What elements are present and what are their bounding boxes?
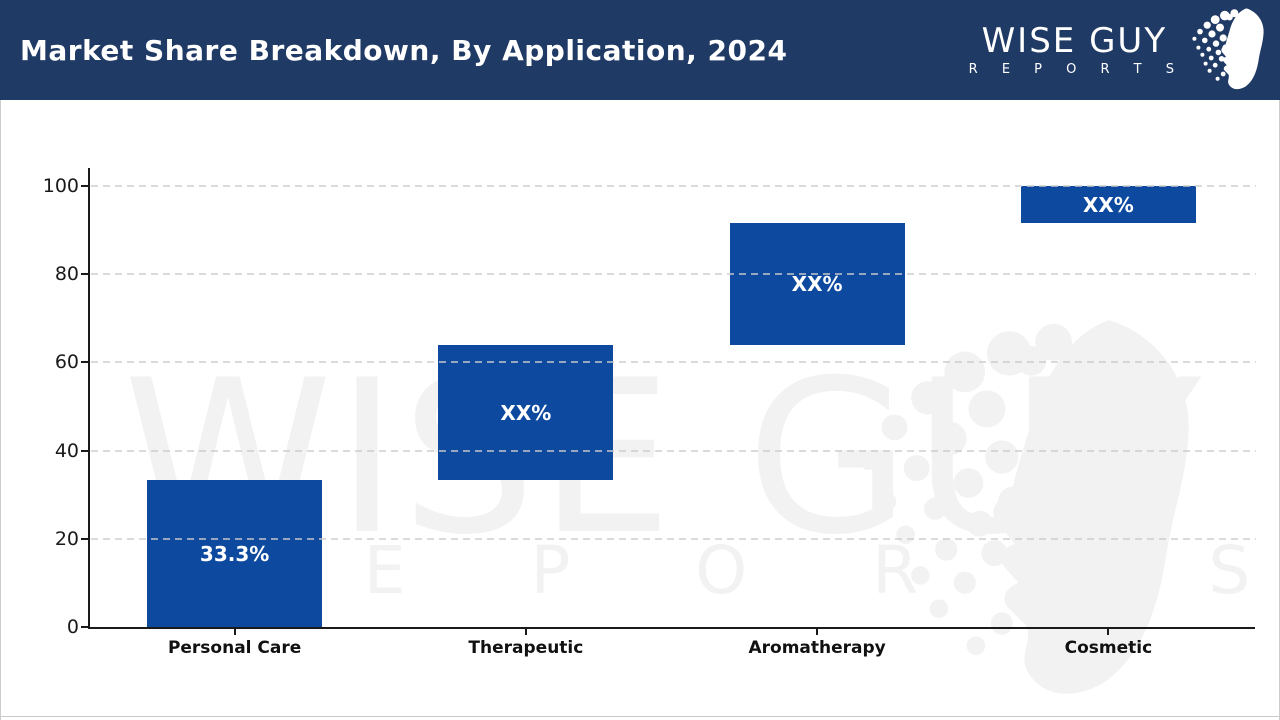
y-axis-tick (81, 185, 89, 187)
bar-value-label: XX% (791, 272, 843, 297)
y-axis-tick (81, 361, 89, 364)
gridline (91, 185, 1256, 187)
y-axis-spine (88, 168, 90, 629)
gridline (91, 273, 1256, 276)
x-axis-tick (1107, 628, 1110, 635)
bar: XX% (438, 345, 614, 481)
bar-value-label: XX% (500, 400, 552, 425)
bar: 33.3% (147, 480, 323, 627)
bar-value-label: XX% (1082, 192, 1134, 217)
x-tick-label: Personal Care (167, 638, 302, 658)
bar: XX% (1020, 186, 1196, 224)
x-axis-tick (524, 628, 527, 635)
x-axis-spine (88, 627, 1255, 629)
chart-area: WISE GUY R E P O R T S 0 20 40 60 80 100 33.3%… (0, 100, 1280, 720)
x-tick-label: Aromatherapy (748, 638, 886, 658)
x-tick-label: Therapeutic (468, 638, 584, 658)
y-tick-label: 100 (42, 175, 79, 197)
y-axis-tick (81, 626, 89, 628)
y-tick-label: 0 (66, 616, 79, 638)
y-axis-tick (81, 537, 89, 540)
gridline (91, 449, 1256, 452)
x-tick-label: Cosmetic (1064, 638, 1153, 658)
bar-value-label: 33.3% (199, 541, 270, 566)
wiseguy-face-icon (1188, 6, 1268, 94)
x-axis-tick (233, 628, 236, 635)
wiseguy-logo: WISE GUY R E P O R T S (965, 0, 1268, 100)
y-axis-tick (81, 273, 89, 276)
logo-wordmark: WISE GUY (981, 20, 1168, 61)
y-axis-tick (81, 449, 89, 452)
bottom-border-line (1, 716, 1279, 717)
y-tick-label: 40 (54, 439, 79, 462)
gridline (91, 537, 1256, 540)
y-tick-label: 20 (54, 527, 79, 550)
y-tick-label: 80 (54, 263, 79, 286)
x-axis-tick (816, 628, 819, 635)
logo-text: WISE GUY R E P O R T S (965, 24, 1184, 77)
header: Market Share Breakdown, By Application, … (0, 0, 1280, 100)
logo-reports-label: R E P O R T S (968, 61, 1184, 77)
gridline (91, 361, 1256, 364)
page-title: Market Share Breakdown, By Application, … (20, 33, 788, 67)
bar: XX% (729, 223, 905, 346)
waterfall-chart: 0 20 40 60 80 100 33.3% Personal Care XX% Therape… (1, 100, 1279, 720)
y-tick-label: 60 (54, 351, 79, 374)
